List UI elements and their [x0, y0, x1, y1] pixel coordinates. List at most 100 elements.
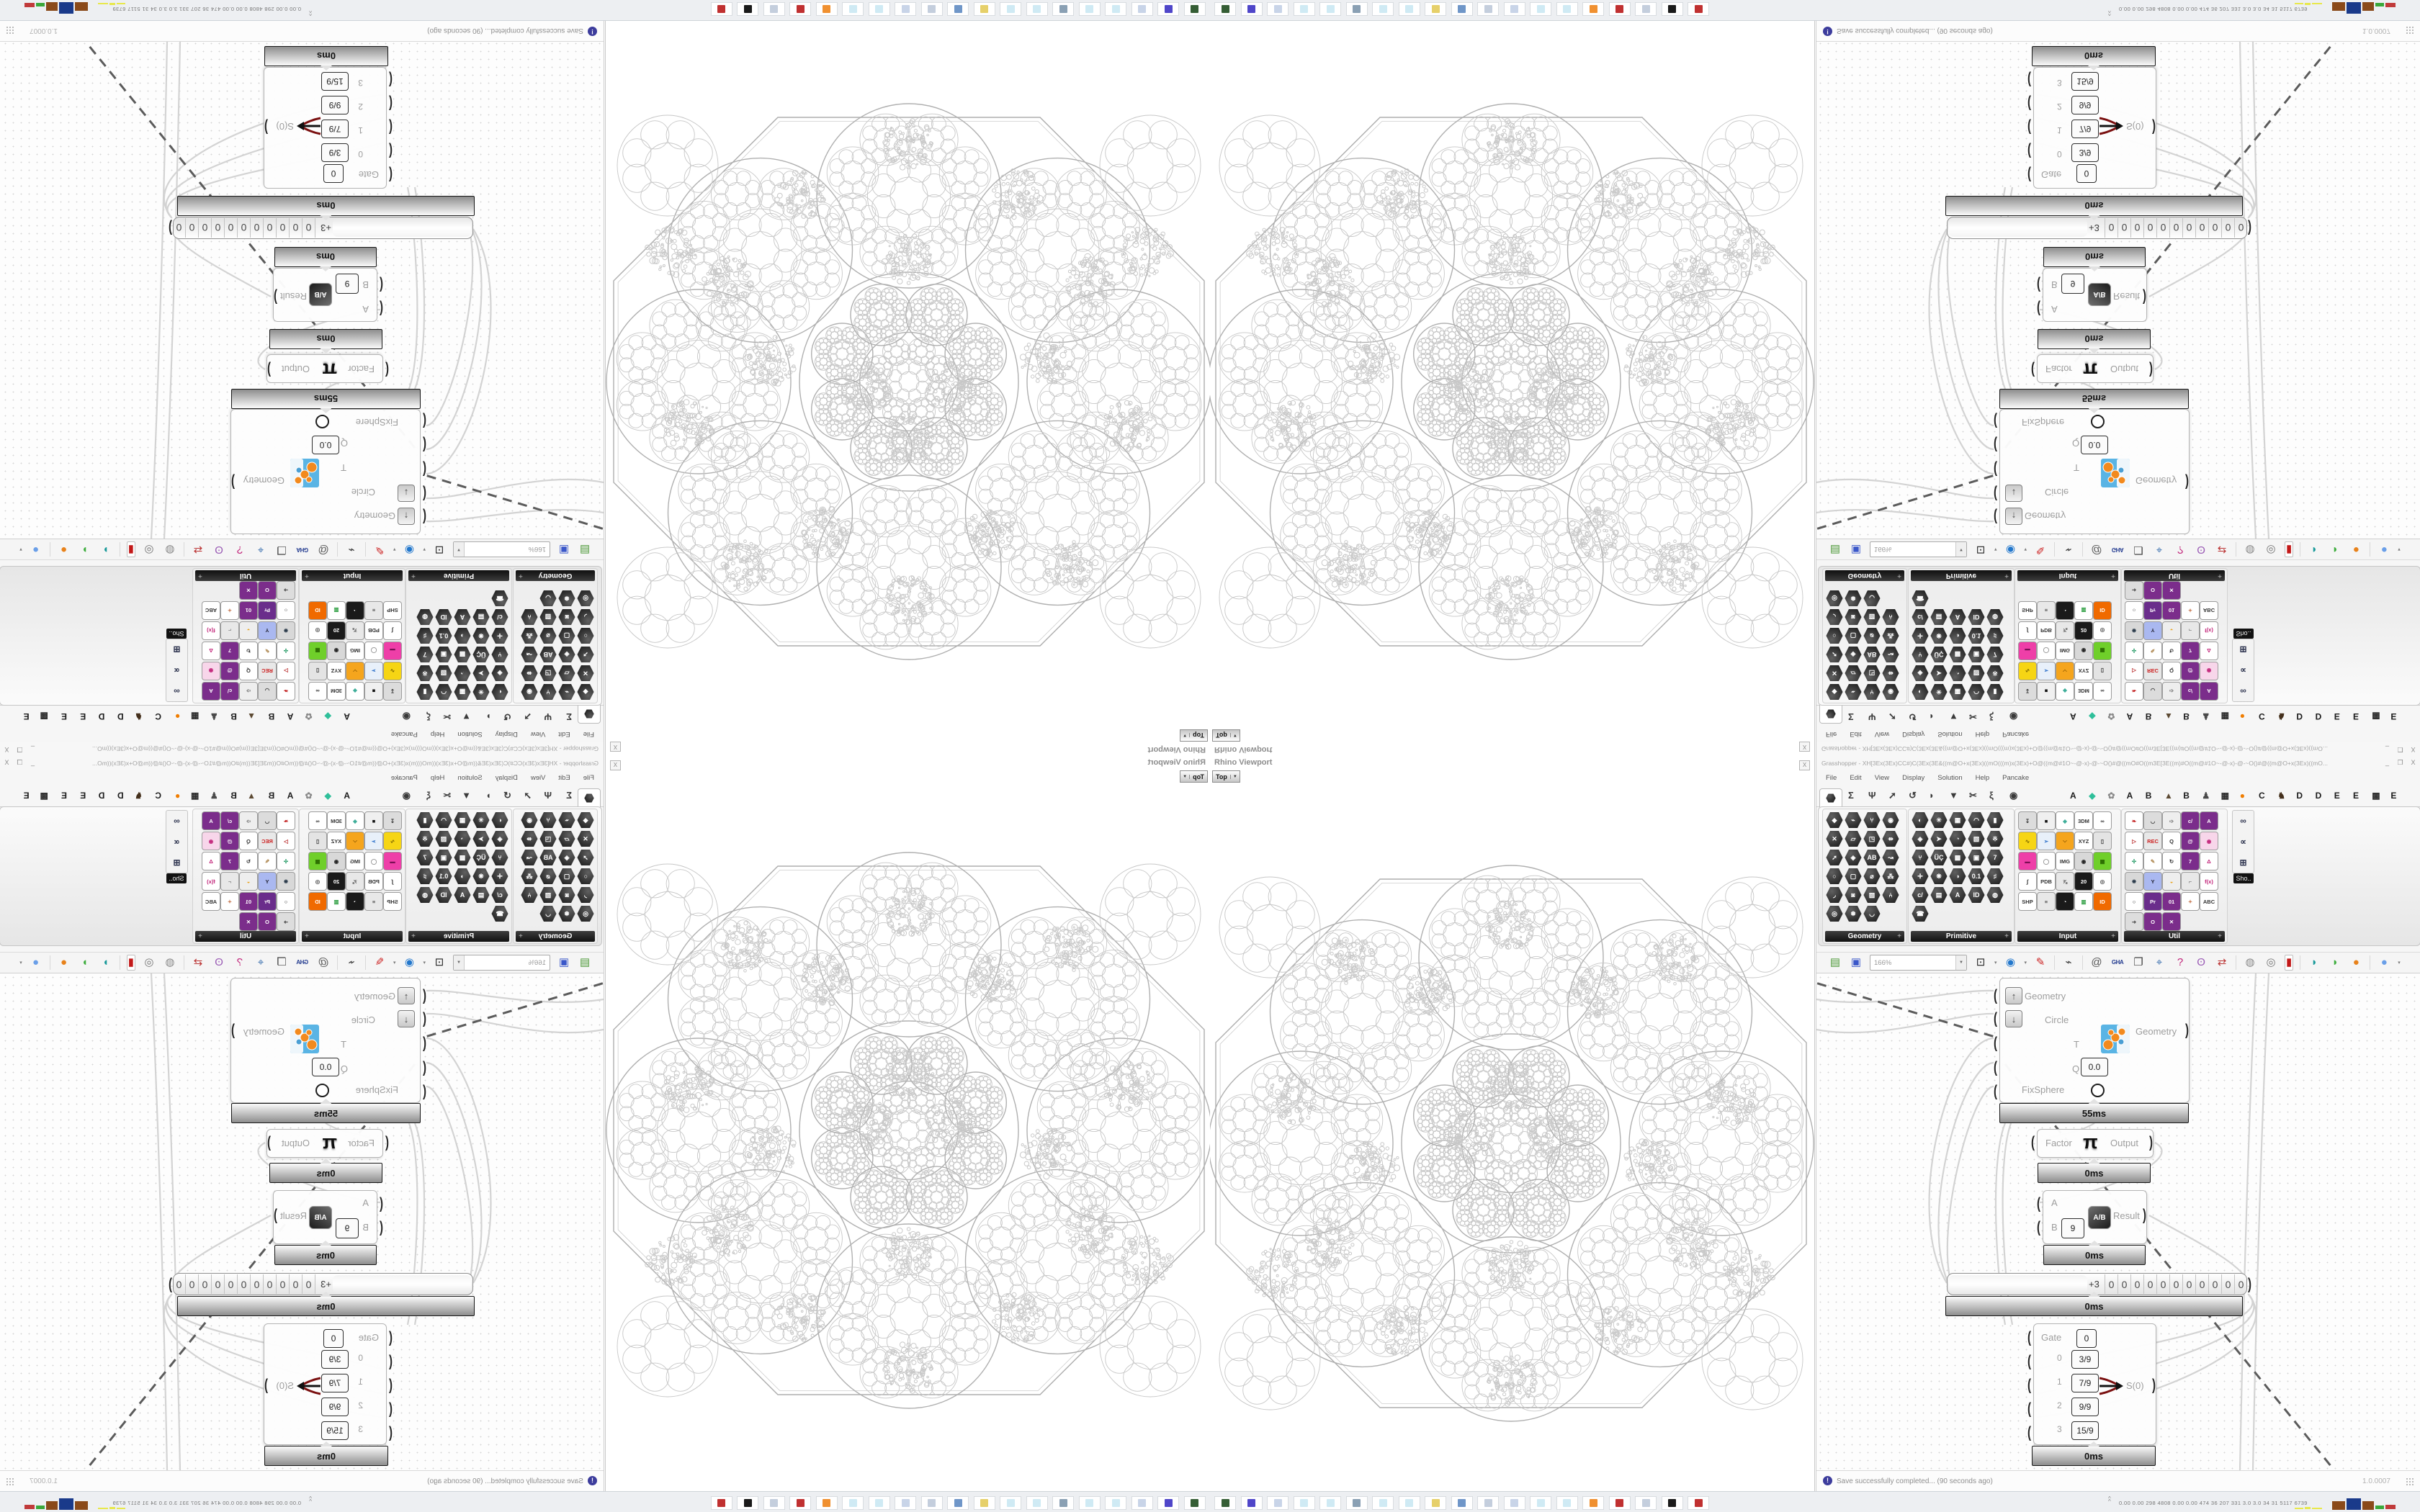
component-icon-util-25[interactable]: ➜ — [2125, 581, 2143, 600]
cluster-ring-button[interactable]: ◎ — [144, 956, 154, 968]
viewport-tab-top[interactable]: Top ▼ — [1212, 729, 1240, 742]
component-icon-input-2[interactable]: ◆ — [346, 811, 364, 830]
component-icon-input-15[interactable]: ∫ — [2018, 872, 2037, 891]
tab-standard-1[interactable]: Ψ — [544, 711, 552, 722]
component-icon-geometry-14[interactable]: ⌀ — [539, 627, 557, 644]
chevron-down-icon[interactable]: ▾ — [423, 960, 426, 966]
material-green-button[interactable]: ◗ — [81, 544, 89, 556]
bake-selected-button-box[interactable]: ▮ — [2285, 541, 2294, 557]
component-icon-util-24[interactable]: ABC — [2200, 892, 2218, 911]
component-icon-input-6[interactable]: ➢ — [364, 662, 383, 680]
taskbar-app-icon-7[interactable] — [1398, 1496, 1420, 1510]
remote-control-button[interactable]: @ — [2091, 544, 2102, 556]
component-icon-geometry-20[interactable]: ◎ — [1826, 590, 1843, 607]
component-icon-input-5[interactable]: ∿ — [383, 832, 402, 850]
component-icon-input-17[interactable]: ⅞ — [2056, 621, 2074, 640]
node-fixsphere[interactable]: ↑ ↓ Geometry Circle T Q 0.0 FixSphere — [1999, 409, 2190, 534]
resize-grip-icon[interactable] — [2406, 27, 2414, 35]
scroller-digit-1[interactable]: 0 — [290, 218, 302, 238]
component-icon-geometry-2[interactable]: ⑂ — [539, 683, 557, 701]
tab-plugin-7[interactable]: ♟ — [210, 711, 218, 721]
component-icon-primitive-9[interactable]: ※ — [1986, 830, 2004, 847]
material-green-button[interactable]: ◗ — [2331, 544, 2339, 556]
scroller-digit-7[interactable]: 0 — [212, 218, 225, 238]
input-grip[interactable] — [2027, 1331, 2033, 1344]
component-icon-primitive-16[interactable]: ❋ — [472, 627, 490, 644]
taskbar-app-icon-9[interactable] — [1451, 2, 1473, 16]
tab-plugin-4[interactable]: B — [2145, 711, 2152, 721]
menu-help[interactable]: Help — [430, 730, 445, 738]
tab-params-selected[interactable] — [1819, 705, 1842, 724]
bake-selected-button-box[interactable]: ▮ — [126, 541, 135, 557]
component-icon-util-6[interactable]: REC — [258, 832, 277, 850]
component-icon-input-22[interactable]: ◔ — [346, 892, 364, 911]
component-icon-util-9[interactable]: ◉ — [202, 662, 220, 680]
new-window-button[interactable]: ❐ — [277, 956, 287, 968]
scroller-digit-8[interactable]: 0 — [2208, 1274, 2221, 1294]
component-icon-primitive-12[interactable]: ▩ — [1949, 849, 1966, 866]
component-icon-geometry-6[interactable]: ◳ — [539, 830, 557, 847]
component-icon-geometry-11[interactable]: ↝ — [521, 646, 538, 663]
component-icon-input-9[interactable]: ▯ — [2093, 662, 2112, 680]
panel-group-label[interactable]: Primitive + — [408, 570, 509, 581]
output-grip[interactable] — [265, 1136, 271, 1149]
component-icon-util-4[interactable]: A — [2200, 682, 2218, 701]
component-icon-util-13[interactable]: 7 — [2181, 642, 2200, 660]
panel-group-label[interactable]: Geometry + — [1825, 931, 1904, 942]
component-icon-primitive-8[interactable]: ▧ — [435, 665, 452, 682]
menu-pancake[interactable]: Pancake — [2002, 774, 2030, 782]
component-icon-util-23[interactable]: ✦ — [2181, 601, 2200, 620]
component-icon-geometry-7[interactable]: ⇻ — [1882, 665, 1899, 682]
component-icon-util-1[interactable]: ◡ — [258, 811, 277, 830]
chevron-up-icon[interactable]: ^ ^ — [2108, 1495, 2111, 1505]
taskbar-app-icon-0[interactable] — [1184, 1496, 1206, 1510]
component-icon-input-18[interactable]: 20 — [327, 621, 346, 640]
taskbar-app-icon-2[interactable] — [1267, 2, 1289, 16]
component-icon-geometry-8[interactable]: ➚ — [577, 849, 594, 866]
preview-settings-button[interactable]: ◉ — [404, 544, 415, 556]
gh-canvas[interactable]: ↑ ↓ Geometry Circle T Q 0.0 FixSphere — [1816, 973, 2420, 1470]
component-icon-util-2[interactable]: ➩ — [239, 811, 258, 830]
tab-plugin-6[interactable]: B — [2183, 791, 2190, 801]
show-panel-icon-1[interactable]: ∝ — [2240, 665, 2246, 676]
q-value-box[interactable]: 0.0 — [2081, 436, 2108, 454]
tab-standard-3[interactable]: ↺ — [503, 711, 511, 722]
component-icon-input-15[interactable]: ∫ — [2018, 621, 2037, 640]
component-icon-primitive-12[interactable]: ▩ — [1949, 646, 1966, 663]
component-icon-geometry-19[interactable]: ⑃ — [521, 608, 538, 626]
material-orange-button[interactable]: ● — [60, 956, 68, 968]
component-icon-primitive-19[interactable]: ♯ — [1986, 868, 2004, 885]
component-icon-geometry-3[interactable]: ◉ — [521, 811, 538, 829]
component-icon-primitive-25[interactable]: ☎ — [1912, 590, 1929, 607]
taskbar-app-icon-12[interactable] — [869, 2, 890, 16]
tab-plugin-4[interactable]: B — [268, 791, 275, 801]
tab-standard-8[interactable]: ◉ — [2009, 790, 2018, 801]
component-icon-input-18[interactable]: 20 — [2074, 872, 2093, 891]
scroller-digit-9[interactable]: 0 — [2221, 218, 2234, 238]
component-icon-geometry-6[interactable]: ◳ — [1863, 665, 1881, 682]
component-icon-geometry-2[interactable]: ⑂ — [1863, 683, 1881, 701]
taskbar-app-icon-9[interactable] — [1451, 1496, 1473, 1510]
resize-grip-icon[interactable] — [2406, 1477, 2414, 1485]
component-icon-input-13[interactable]: ◉ — [327, 642, 346, 660]
component-icon-geometry-16[interactable]: ◞ — [1826, 886, 1843, 904]
help-button[interactable]: ? — [236, 544, 243, 556]
gh-canvas[interactable]: ↑ ↓ Geometry Circle T Q 0.0 FixSphere — [0, 42, 604, 539]
component-icon-geometry-22[interactable]: ◡ — [539, 905, 557, 922]
component-icon-input-5[interactable]: ∿ — [2018, 832, 2037, 850]
component-icon-input-22[interactable]: ◔ — [346, 601, 364, 620]
panel-group-label[interactable]: Input + — [2017, 570, 2118, 581]
search-button[interactable]: ⌖ — [2156, 956, 2163, 968]
component-icon-primitive-4[interactable]: ▮ — [1986, 683, 2004, 701]
component-icon-util-19[interactable]: f(x) — [2200, 621, 2218, 640]
component-icon-primitive-3[interactable]: ◠ — [435, 811, 452, 829]
component-icon-geometry-17[interactable]: ◙ — [1845, 608, 1862, 626]
input-grip[interactable] — [383, 1136, 389, 1149]
input-grip[interactable] — [2027, 1379, 2033, 1392]
input-grip[interactable] — [1994, 462, 1999, 475]
component-icon-util-18[interactable]: ⌐ — [2181, 872, 2200, 891]
component-icon-util-10[interactable]: ✣ — [2125, 852, 2143, 870]
scroller-digit-9[interactable]: 0 — [2221, 1274, 2234, 1294]
component-icon-geometry-4[interactable]: ✕ — [577, 830, 594, 847]
component-icon-geometry-1[interactable]: ⌁ — [1845, 811, 1862, 829]
